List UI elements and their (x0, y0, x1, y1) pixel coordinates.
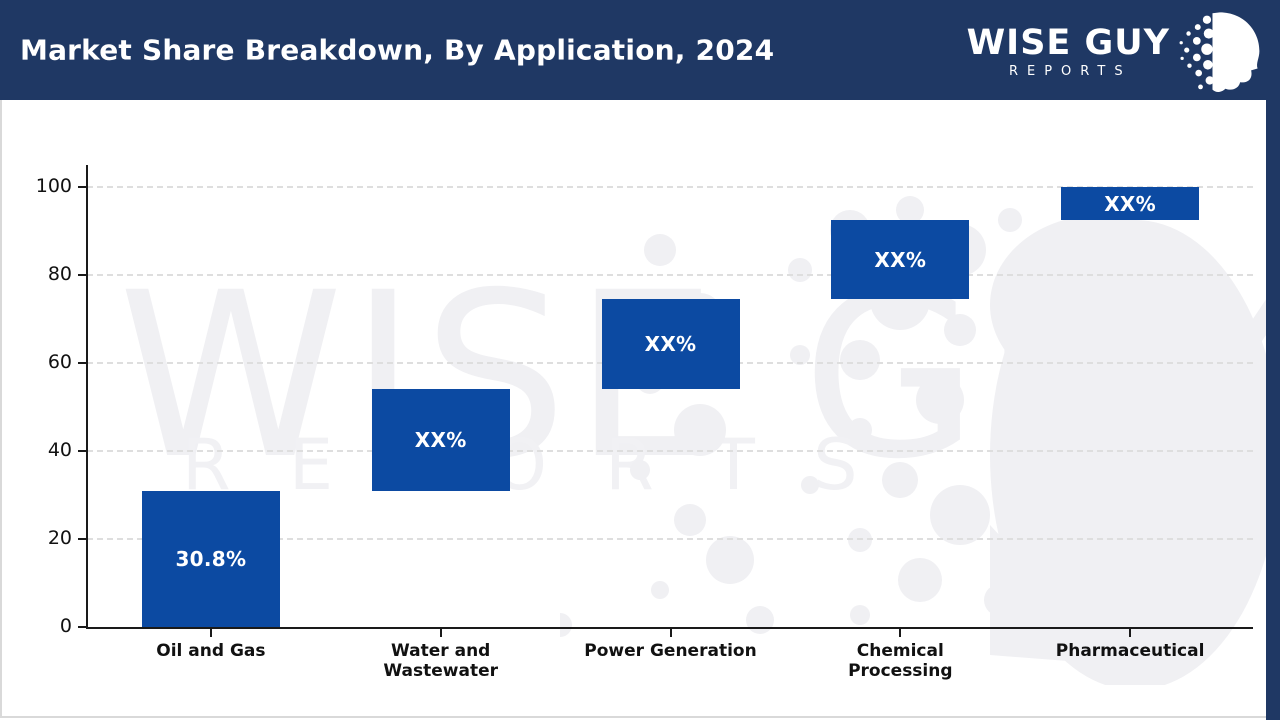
x-tick-label-1: Water and Wastewater (383, 641, 498, 681)
wiseguy-face-icon (1179, 12, 1260, 92)
y-tick-label-0: 0 (59, 615, 72, 637)
x-tick-0 (209, 629, 212, 637)
logo-brand-subtitle: REPORTS (1008, 63, 1132, 79)
wiseguy-face-watermark (560, 196, 1266, 685)
y-tick-60 (78, 362, 87, 364)
x-axis-line (86, 627, 1253, 629)
y-tick-label-20: 20 (47, 527, 72, 549)
y-tick-label-60: 60 (47, 351, 72, 373)
x-tick-label-2: Power Generation (584, 641, 757, 661)
y-tick-100 (78, 186, 87, 188)
watermark-reports-text: R E P O R T S (182, 424, 876, 506)
bar-pharmaceutical: XX% (1061, 187, 1200, 220)
y-tick-label-40: 40 (47, 439, 72, 461)
y-tick-label-100: 100 (35, 175, 72, 197)
y-tick-80 (78, 274, 87, 276)
x-tick-4 (1129, 629, 1132, 637)
y-tick-label-80: 80 (47, 263, 72, 285)
x-tick-2 (669, 629, 672, 637)
x-tick-label-4: Pharmaceutical (1055, 641, 1205, 661)
page-title: Market Share Breakdown, By Application, … (20, 33, 775, 67)
bar-water-and-wastewater: XX% (371, 389, 510, 492)
x-tick-3 (899, 629, 902, 637)
gridline-40 (87, 450, 1253, 452)
gridline-100 (87, 186, 1253, 188)
y-tick-20 (78, 538, 87, 540)
left-border (0, 100, 2, 716)
y-axis-line (86, 165, 88, 629)
x-tick-label-3: Chemical Processing (848, 641, 953, 681)
bar-value-label: XX% (644, 332, 697, 357)
header-bar: Market Share Breakdown, By Application, … (0, 0, 1280, 100)
x-tick-label-0: Oil and Gas (156, 641, 266, 661)
gridline-80 (87, 274, 1253, 276)
logo-brand-name: WISE GUY (966, 22, 1170, 63)
bar-value-label: XX% (874, 247, 927, 272)
bar-value-label: 30.8% (175, 547, 247, 572)
gridline-20 (87, 538, 1253, 540)
bar-value-label: XX% (414, 428, 467, 453)
bar-power-generation: XX% (601, 299, 740, 390)
bar-value-label: XX% (1104, 191, 1156, 216)
y-tick-0 (78, 626, 87, 628)
y-tick-40 (78, 450, 87, 452)
bottom-border (0, 716, 1266, 718)
x-tick-1 (439, 629, 442, 637)
bar-oil-and-gas: 30.8% (141, 491, 280, 627)
bar-chemical-processing: XX% (831, 220, 970, 300)
wiseguy-reports-logo: WISE GUY REPORTS (967, 8, 1264, 94)
right-navy-band (1266, 0, 1280, 720)
